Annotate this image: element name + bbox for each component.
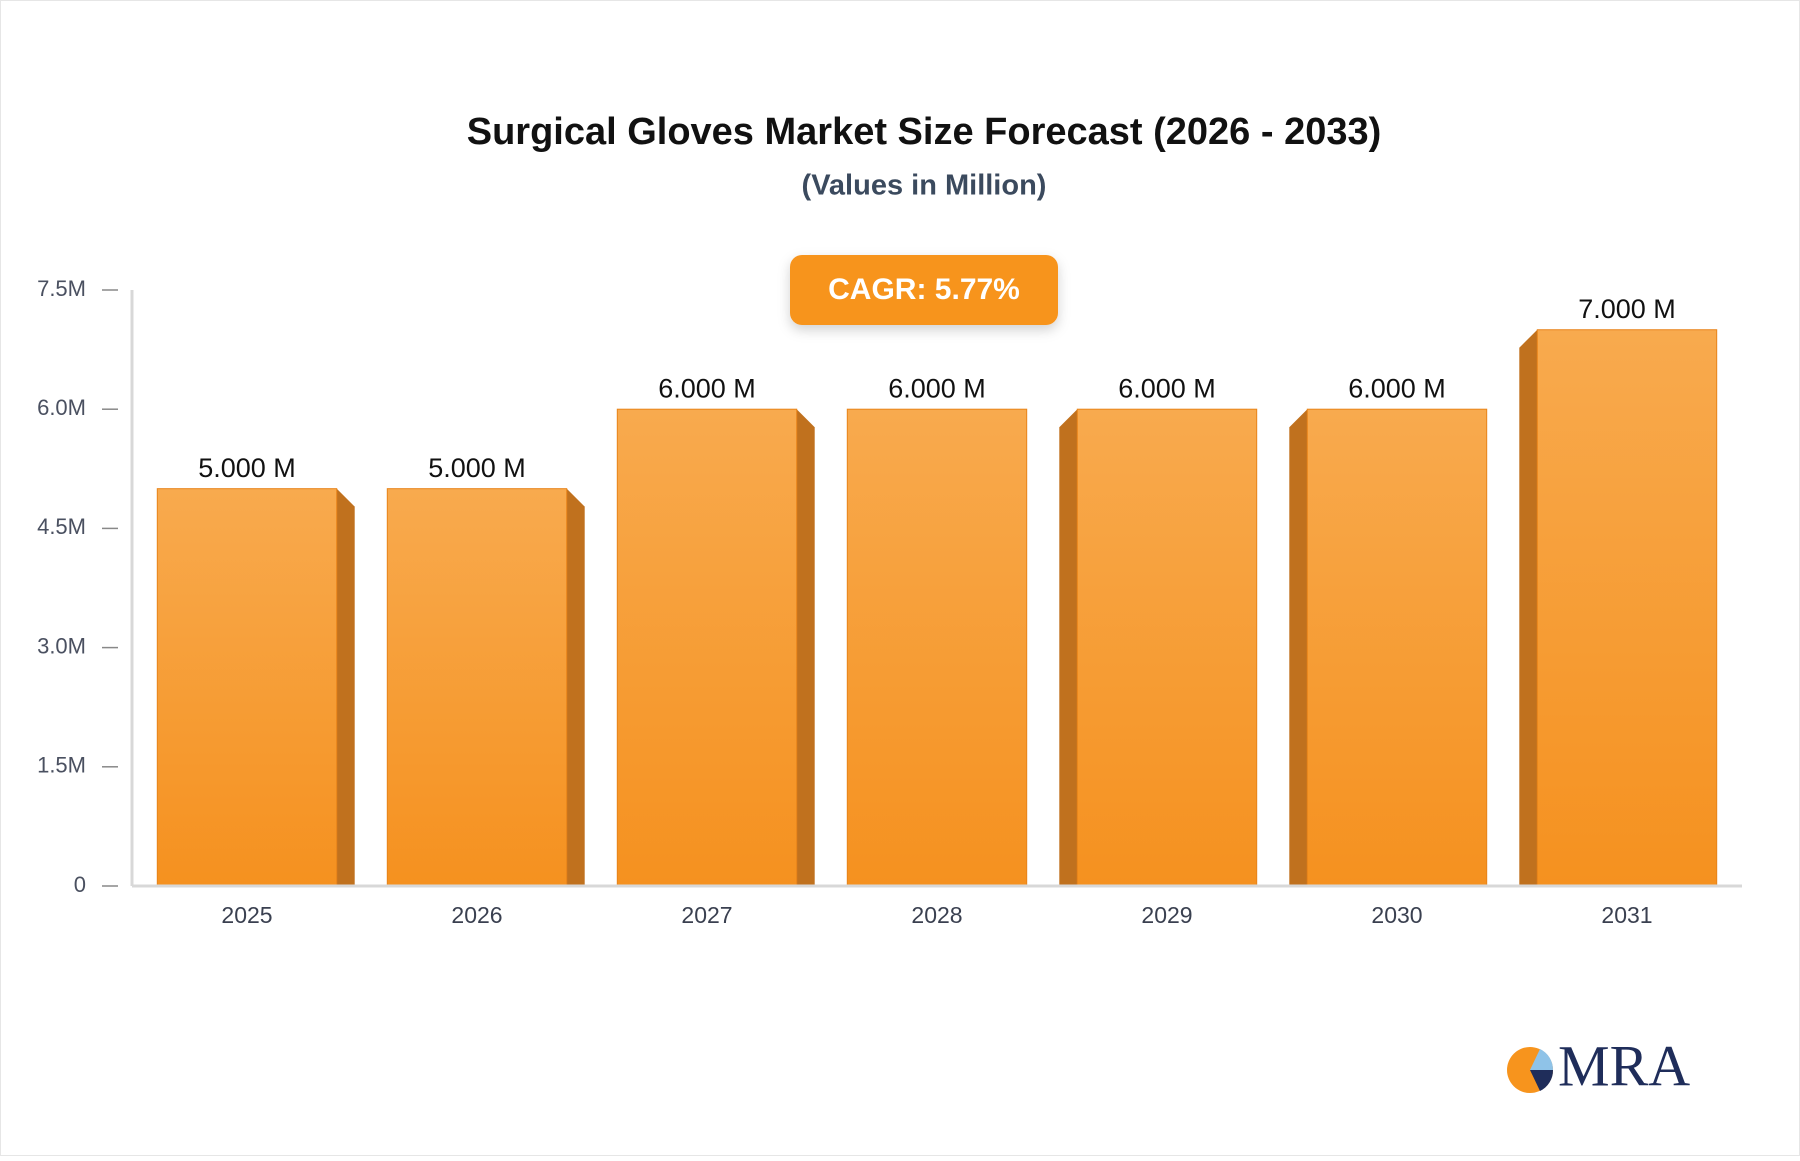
- bar: [386, 488, 568, 887]
- y-tick-label: 7.5M: [37, 276, 86, 301]
- bar: [1536, 329, 1718, 887]
- value-label: 6.000 M: [658, 373, 756, 403]
- x-tick-label: 2028: [911, 902, 962, 928]
- value-label: 7.000 M: [1578, 294, 1676, 324]
- bar: [616, 408, 798, 887]
- y-tick-label: 3.0M: [37, 633, 86, 658]
- value-label: 5.000 M: [428, 453, 526, 483]
- bar: [156, 488, 338, 887]
- x-tick-label: 2029: [1141, 902, 1192, 928]
- bar: [1306, 408, 1488, 887]
- chart-title: Surgical Gloves Market Size Forecast (20…: [467, 111, 1382, 153]
- logo-slice: [1530, 1070, 1554, 1091]
- logo: MRA: [1507, 1033, 1690, 1098]
- x-tick-label: 2027: [681, 902, 732, 928]
- bar-side: [1519, 329, 1538, 886]
- x-tick-label: 2025: [221, 902, 272, 928]
- logo-slice: [1530, 1049, 1554, 1070]
- x-tick-label: 2030: [1371, 902, 1422, 928]
- chart-subtitle: (Values in Million): [802, 170, 1047, 202]
- x-tick-label: 2026: [451, 902, 502, 928]
- value-label: 5.000 M: [198, 453, 296, 483]
- x-tick-label: 2031: [1601, 902, 1652, 928]
- bar-side: [336, 488, 355, 886]
- value-label: 6.000 M: [1118, 373, 1216, 403]
- cagr-label: CAGR: 5.77%: [828, 273, 1020, 306]
- y-tick-label: 0: [74, 872, 86, 897]
- bar-side: [1289, 409, 1308, 886]
- bar: [846, 408, 1028, 887]
- value-label: 6.000 M: [888, 373, 986, 403]
- cagr-badge: [790, 255, 1058, 325]
- y-tick-label: 4.5M: [37, 514, 86, 539]
- bar-side: [1059, 409, 1078, 886]
- logo-text: MRA: [1558, 1033, 1690, 1098]
- bar: [1076, 408, 1258, 887]
- y-tick-label: 1.5M: [37, 753, 86, 778]
- bar-side: [796, 409, 815, 886]
- y-tick-label: 6.0M: [37, 395, 86, 420]
- bar-side: [566, 488, 585, 886]
- value-label: 6.000 M: [1348, 373, 1446, 403]
